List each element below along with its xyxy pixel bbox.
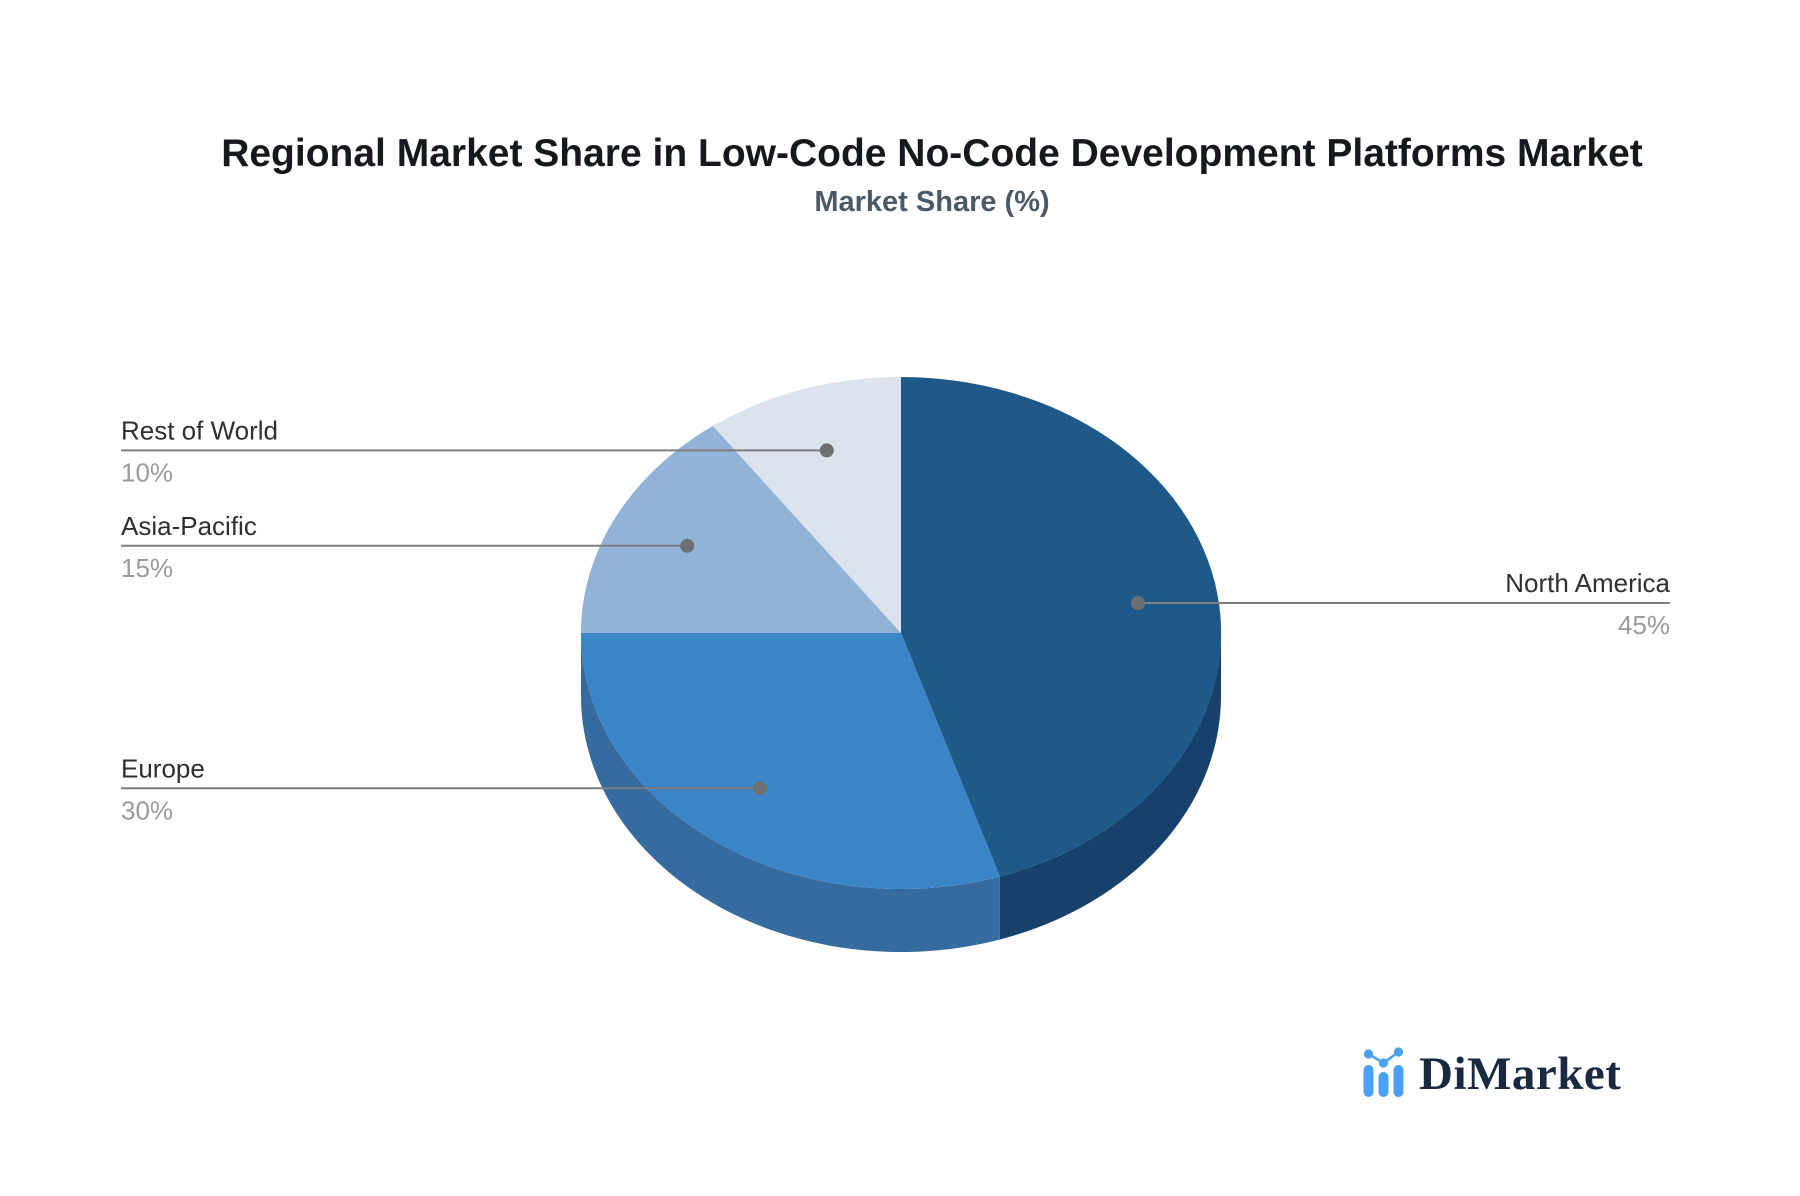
logo: DiMarket [1362, 1040, 1621, 1098]
logo-text: DiMarket [1419, 1048, 1622, 1100]
leader-dot-north-america [1131, 596, 1145, 610]
logo-dot-2 [1378, 1058, 1389, 1068]
logo-bar-2 [1378, 1072, 1389, 1097]
pie-slice-side-europe [580, 633, 1000, 953]
leader-dot-europe [752, 781, 767, 796]
chart-subtitle: Market Share (%) [814, 186, 1050, 218]
slice-label-north-america: North America [1505, 568, 1670, 598]
leader-dot-asia-pacific [680, 538, 695, 553]
chart-title: Regional Market Share in Low-Code No-Cod… [221, 132, 1643, 175]
pie-slice-asia-pacific[interactable] [581, 425, 901, 633]
slice-label-asia-pacific: Asia-Pacific [121, 511, 257, 541]
slice-label-rest-of-world: Rest of World [121, 415, 278, 445]
pie-slice-side-north-america [999, 633, 1222, 940]
pie-slice-europe[interactable] [581, 633, 1000, 890]
slice-value-rest-of-world: 10% [121, 457, 173, 487]
logo-dot-3 [1393, 1047, 1404, 1057]
logo-dot-1 [1363, 1049, 1374, 1059]
slice-value-north-america: 45% [1618, 610, 1670, 640]
slice-label-europe: Europe [121, 753, 205, 783]
logo-bar-1 [1363, 1065, 1374, 1097]
bar-line-chart-icon [1363, 1047, 1404, 1097]
leader-dot-rest-of-world [819, 443, 834, 458]
logo-bar-3 [1393, 1065, 1404, 1097]
slice-value-asia-pacific: 15% [121, 553, 173, 583]
slice-value-europe: 30% [121, 795, 173, 825]
pie-slice-rest-of-world[interactable] [712, 377, 901, 633]
pie-slice-north-america[interactable] [901, 377, 1222, 877]
